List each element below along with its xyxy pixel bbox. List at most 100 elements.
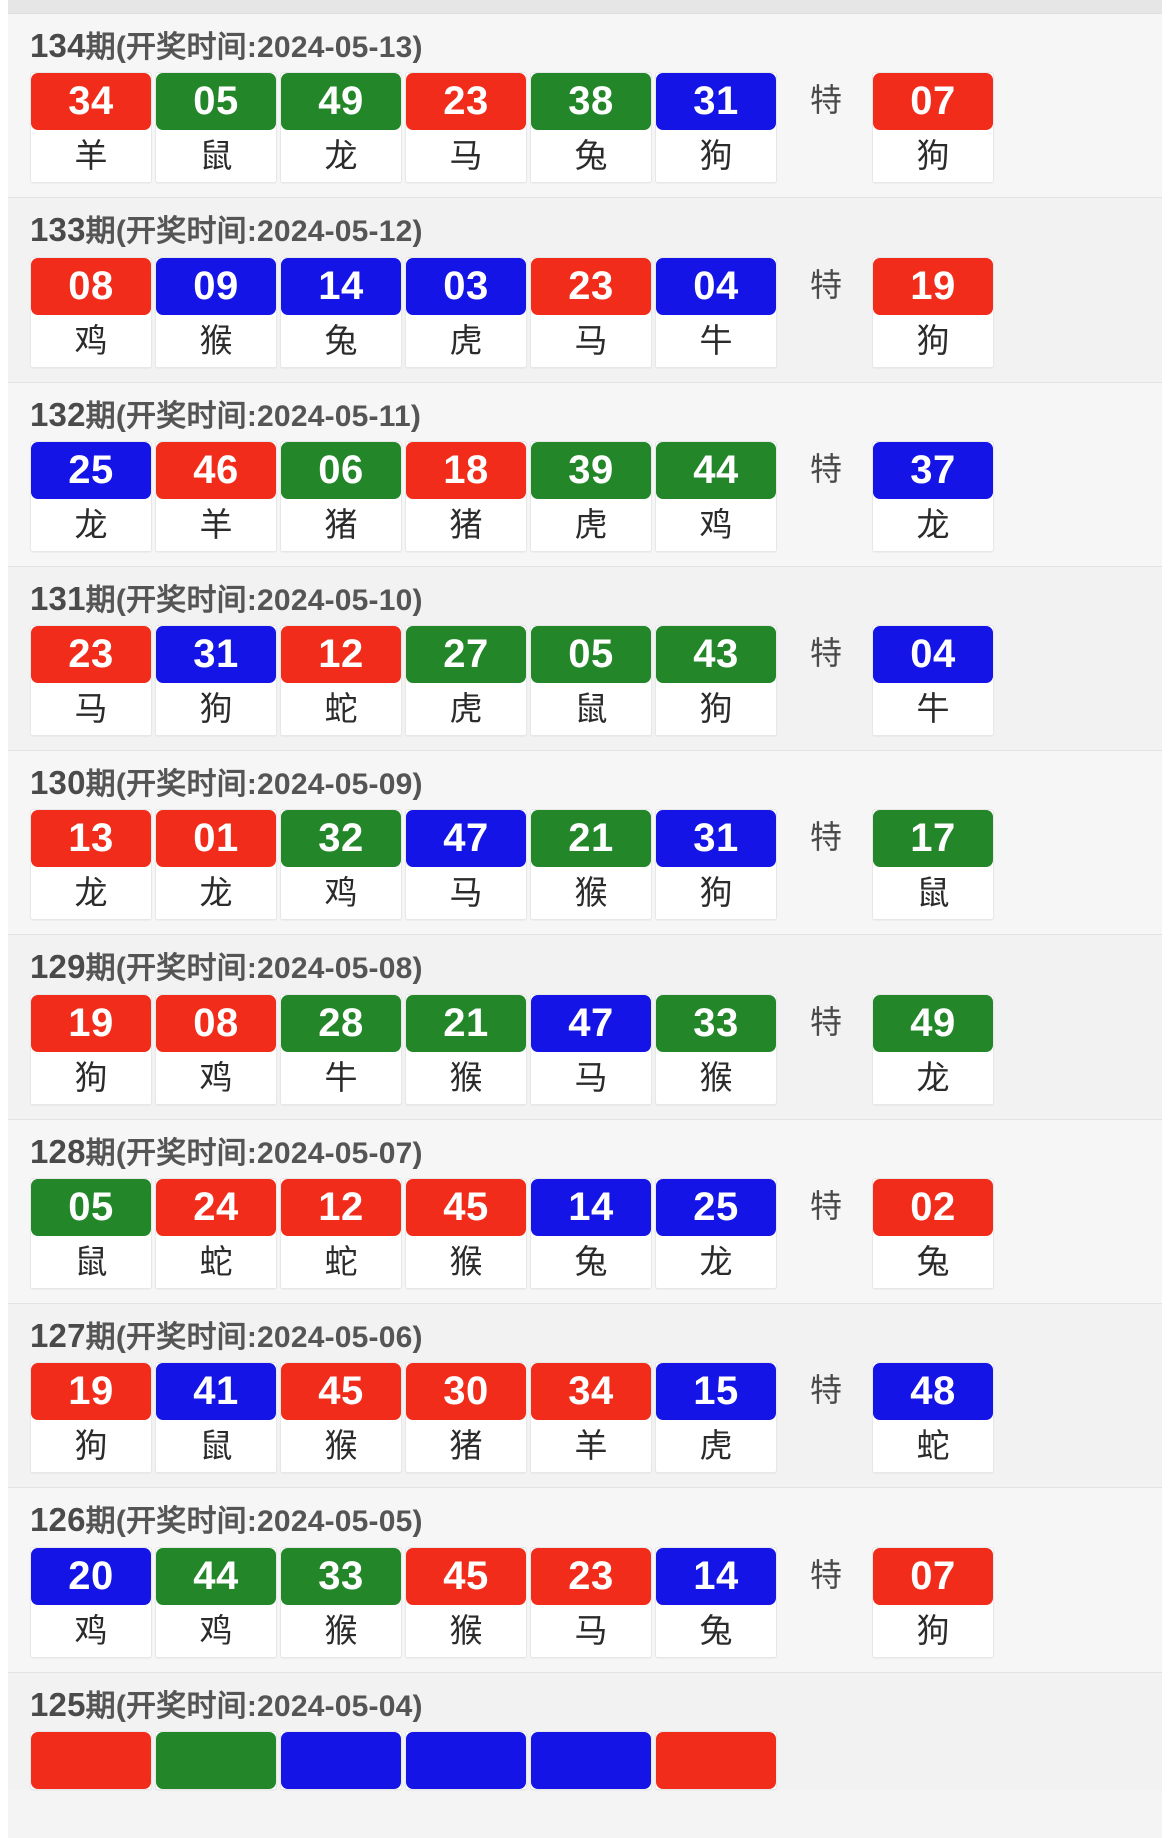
ball-zodiac: 龙 xyxy=(281,130,401,183)
draw-row[interactable]: 132期(开奖时间:2024-05-11) 25 龙 46 羊 06 猪 18 猪 39 虎 44 鸡特… xyxy=(8,382,1162,567)
draw-row[interactable]: 133期(开奖时间:2024-05-12) 08 鸡 09 猴 14 兔 03 虎 23 马 04 牛特… xyxy=(8,198,1162,383)
special-ball-cell[interactable]: 37 龙 xyxy=(872,440,994,552)
ball-cell[interactable]: 03 虎 xyxy=(405,256,527,368)
ball-cell[interactable]: 32 鸡 xyxy=(280,809,402,921)
ball-cell[interactable]: 23 马 xyxy=(530,1546,652,1658)
ball-cell[interactable]: 01 龙 xyxy=(155,809,277,921)
ball-cell[interactable] xyxy=(30,1730,152,1790)
ball-cell[interactable]: 25 龙 xyxy=(30,440,152,552)
ball-cell[interactable]: 14 兔 xyxy=(655,1546,777,1658)
ball-cell[interactable]: 31 狗 xyxy=(155,625,277,737)
ball-cell[interactable]: 44 鸡 xyxy=(155,1546,277,1658)
ball-cell[interactable]: 38 兔 xyxy=(530,72,652,184)
ball-cell[interactable]: 34 羊 xyxy=(30,72,152,184)
draw-row[interactable]: 131期(开奖时间:2024-05-10) 23 马 31 狗 12 蛇 27 虎 05 鼠 43 狗特… xyxy=(8,566,1162,752)
ball-cell[interactable]: 09 猴 xyxy=(155,256,277,368)
draw-balls-line: 19 狗 41 鼠 45 猴 30 猪 34 羊 15 虎特 48 蛇 xyxy=(8,1362,1162,1487)
ball-cell[interactable]: 39 虎 xyxy=(530,440,652,552)
draw-row[interactable]: 129期(开奖时间:2024-05-08) 19 狗 08 鸡 28 牛 21 猴 47 马 33 猴特… xyxy=(8,935,1162,1120)
draw-issue-header: 129期(开奖时间:2024-05-08) xyxy=(8,935,1162,993)
special-ball-cell[interactable]: 07 狗 xyxy=(872,1546,994,1658)
ball-cell[interactable]: 45 猴 xyxy=(405,1178,527,1290)
ball-number xyxy=(156,1731,276,1789)
ball-cell[interactable]: 19 狗 xyxy=(30,1362,152,1474)
ball-cell[interactable]: 21 猴 xyxy=(530,809,652,921)
ball-zodiac: 龙 xyxy=(656,1236,776,1289)
ball-cell[interactable]: 31 狗 xyxy=(655,72,777,184)
ball-cell[interactable]: 12 蛇 xyxy=(280,625,402,737)
special-number-label: 特 xyxy=(809,450,842,487)
ball-number: 18 xyxy=(406,441,526,499)
ball-cell[interactable]: 08 鸡 xyxy=(155,993,277,1105)
ball-cell[interactable]: 46 羊 xyxy=(155,440,277,552)
special-ball-cell[interactable]: 02 兔 xyxy=(872,1178,994,1290)
ball-number: 05 xyxy=(31,1179,151,1237)
ball-cell[interactable]: 25 龙 xyxy=(655,1178,777,1290)
ball-cell[interactable]: 49 龙 xyxy=(280,72,402,184)
ball-number: 25 xyxy=(31,441,151,499)
ball-cell[interactable]: 13 龙 xyxy=(30,809,152,921)
ball-cell[interactable]: 28 牛 xyxy=(280,993,402,1105)
ball-cell[interactable]: 45 猴 xyxy=(405,1546,527,1658)
ball-number: 12 xyxy=(281,1179,401,1237)
ball-number: 27 xyxy=(406,626,526,684)
ball-cell[interactable]: 33 猴 xyxy=(280,1546,402,1658)
ball-cell[interactable] xyxy=(530,1730,652,1790)
draw-issue-date-text: 期(开奖时间:2024-05-09) xyxy=(85,768,423,802)
ball-cell[interactable]: 12 蛇 xyxy=(280,1178,402,1290)
ball-cell[interactable]: 05 鼠 xyxy=(30,1178,152,1290)
ball-cell[interactable]: 30 猪 xyxy=(405,1362,527,1474)
ball-cell[interactable] xyxy=(405,1730,527,1790)
draw-balls-line: 19 狗 08 鸡 28 牛 21 猴 47 马 33 猴特 49 龙 xyxy=(8,993,1162,1119)
special-ball-cell[interactable]: 48 蛇 xyxy=(872,1362,994,1474)
draw-row[interactable]: 125期(开奖时间:2024-05-04) xyxy=(8,1672,1162,1790)
special-ball-number: 02 xyxy=(873,1179,993,1237)
ball-cell[interactable]: 41 鼠 xyxy=(155,1362,277,1474)
ball-cell[interactable]: 19 狗 xyxy=(30,993,152,1105)
ball-zodiac: 马 xyxy=(531,314,651,367)
special-ball-zodiac: 狗 xyxy=(873,130,993,183)
special-ball-cell[interactable]: 19 狗 xyxy=(872,256,994,368)
ball-cell[interactable]: 47 马 xyxy=(405,809,527,921)
ball-cell[interactable] xyxy=(155,1730,277,1790)
ball-cell[interactable]: 15 虎 xyxy=(655,1362,777,1474)
ball-cell[interactable] xyxy=(655,1730,777,1790)
special-ball-zodiac: 狗 xyxy=(873,1604,993,1657)
special-ball-cell[interactable]: 49 龙 xyxy=(872,993,994,1105)
ball-cell[interactable]: 27 虎 xyxy=(405,625,527,737)
draw-row[interactable]: 126期(开奖时间:2024-05-05) 20 鸡 44 鸡 33 猴 45 猴 23 马 14 兔特… xyxy=(8,1488,1162,1673)
ball-cell[interactable]: 04 牛 xyxy=(655,256,777,368)
draw-row[interactable]: 130期(开奖时间:2024-05-09) 13 龙 01 龙 32 鸡 47 马 21 猴 31 狗特… xyxy=(8,751,1162,936)
ball-cell[interactable]: 31 狗 xyxy=(655,809,777,921)
ball-cell[interactable]: 06 猪 xyxy=(280,440,402,552)
draw-issue-number: 128 xyxy=(30,1132,86,1170)
ball-cell[interactable]: 23 马 xyxy=(530,256,652,368)
ball-cell[interactable]: 20 鸡 xyxy=(30,1546,152,1658)
special-ball-cell[interactable]: 04 牛 xyxy=(872,625,994,737)
draw-row[interactable]: 127期(开奖时间:2024-05-06) 19 狗 41 鼠 45 猴 30 猪 34 羊 15 虎特… xyxy=(8,1304,1162,1489)
ball-number xyxy=(406,1731,526,1789)
ball-cell[interactable]: 43 狗 xyxy=(655,625,777,737)
ball-cell[interactable]: 08 鸡 xyxy=(30,256,152,368)
ball-cell[interactable]: 14 兔 xyxy=(280,256,402,368)
ball-cell[interactable]: 14 兔 xyxy=(530,1178,652,1290)
ball-zodiac: 龙 xyxy=(156,867,276,920)
ball-cell[interactable]: 23 马 xyxy=(405,72,527,184)
ball-cell[interactable]: 05 鼠 xyxy=(155,72,277,184)
ball-cell[interactable]: 34 羊 xyxy=(530,1362,652,1474)
ball-cell[interactable]: 45 猴 xyxy=(280,1362,402,1474)
ball-cell[interactable]: 44 鸡 xyxy=(655,440,777,552)
ball-cell[interactable]: 23 马 xyxy=(30,625,152,737)
ball-cell[interactable] xyxy=(280,1730,402,1790)
draw-row[interactable]: 128期(开奖时间:2024-05-07) 05 鼠 24 蛇 12 蛇 45 猴 14 兔 25 龙特… xyxy=(8,1119,1162,1305)
draw-row[interactable]: 134期(开奖时间:2024-05-13) 34 羊 05 鼠 49 龙 23 马 38 兔 31 狗特… xyxy=(8,14,1162,199)
ball-cell[interactable]: 18 猪 xyxy=(405,440,527,552)
ball-cell[interactable]: 05 鼠 xyxy=(530,625,652,737)
ball-cell[interactable]: 33 猴 xyxy=(655,993,777,1105)
special-ball-cell[interactable]: 07 狗 xyxy=(872,72,994,184)
special-ball-cell[interactable]: 17 鼠 xyxy=(872,809,994,921)
ball-zodiac: 狗 xyxy=(156,683,276,736)
ball-cell[interactable]: 24 蛇 xyxy=(155,1178,277,1290)
ball-cell[interactable]: 21 猴 xyxy=(405,993,527,1105)
ball-cell[interactable]: 47 马 xyxy=(530,993,652,1105)
